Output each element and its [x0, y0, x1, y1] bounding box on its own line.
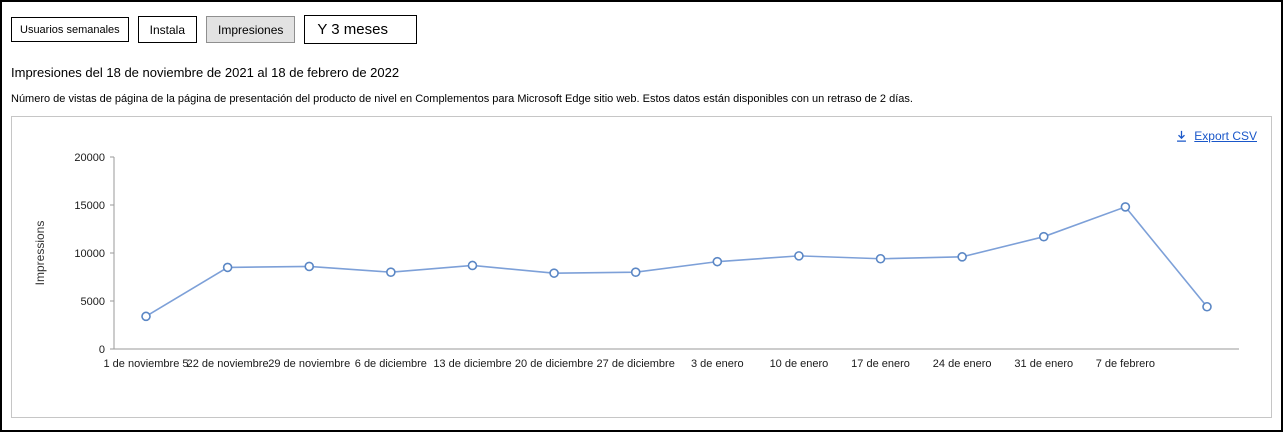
export-csv-link[interactable]: Export CSV	[1175, 129, 1257, 143]
data-point[interactable]	[794, 251, 804, 261]
y-tick-label: 5000	[81, 296, 105, 308]
data-point[interactable]	[467, 260, 478, 271]
data-point[interactable]	[712, 256, 723, 267]
tab-installs[interactable]: Instala	[137, 16, 198, 43]
y-axis-title: Impressions	[33, 221, 47, 286]
x-tick-label: 27 de diciembre	[597, 358, 675, 370]
impressions-line-chart: 0 5000 10000 15000 20000 Impressions 1 de novi…	[33, 152, 1239, 370]
x-tick-label: 20 de diciembre	[515, 358, 593, 370]
x-tick-label: 24 de enero	[933, 358, 992, 370]
y-tick-label: 20000	[74, 152, 105, 164]
metric-toolbar: Usuarios semanales Instala Impresiones Y…	[11, 15, 1272, 44]
page-title: Impresiones del 18 de noviembre de 2021 …	[11, 65, 400, 80]
x-tick-label: 29 de noviembre	[268, 358, 350, 370]
tab-weekly-users[interactable]: Usuarios semanales	[11, 17, 129, 42]
x-tick-label: 13 de diciembre	[433, 358, 511, 370]
x-tick-label: 6 de diciembre	[355, 358, 427, 370]
data-point[interactable]	[141, 311, 151, 322]
export-csv-label: Export CSV	[1194, 129, 1257, 143]
time-range-select[interactable]: Y 3 meses	[304, 15, 418, 44]
page-description: Número de vistas de página de la página …	[11, 93, 913, 105]
y-tick-label: 15000	[74, 200, 105, 212]
x-tick-label: 31 de enero	[1014, 358, 1073, 370]
impressions-series-line	[145, 205, 1208, 318]
x-tick-label: 7 de febrero	[1096, 358, 1155, 370]
download-icon	[1177, 130, 1187, 142]
y-tick-label: 10000	[74, 248, 105, 260]
data-point[interactable]	[875, 253, 886, 264]
x-tick-label: 3 de enero	[691, 358, 744, 370]
data-point[interactable]	[1038, 231, 1049, 242]
data-point[interactable]	[304, 261, 315, 272]
data-point[interactable]	[386, 267, 396, 277]
x-tick-label: 17 de enero	[851, 358, 910, 370]
y-tick-label: 0	[99, 344, 105, 356]
chart-card: Export CSV 0 5000 10000 15000 20000 Impressio…	[11, 116, 1272, 418]
x-tick-label: 1 de noviembre 5	[104, 358, 189, 370]
data-point[interactable]	[1120, 202, 1131, 212]
data-point[interactable]	[549, 268, 559, 278]
tab-impressions[interactable]: Impresiones	[206, 16, 296, 43]
x-tick-label: 22 de noviembre	[187, 358, 269, 370]
data-point[interactable]	[630, 267, 641, 277]
data-point[interactable]	[957, 252, 967, 262]
data-point[interactable]	[222, 262, 233, 273]
x-tick-label: 10 de enero	[770, 358, 829, 370]
data-point[interactable]	[1202, 301, 1212, 312]
